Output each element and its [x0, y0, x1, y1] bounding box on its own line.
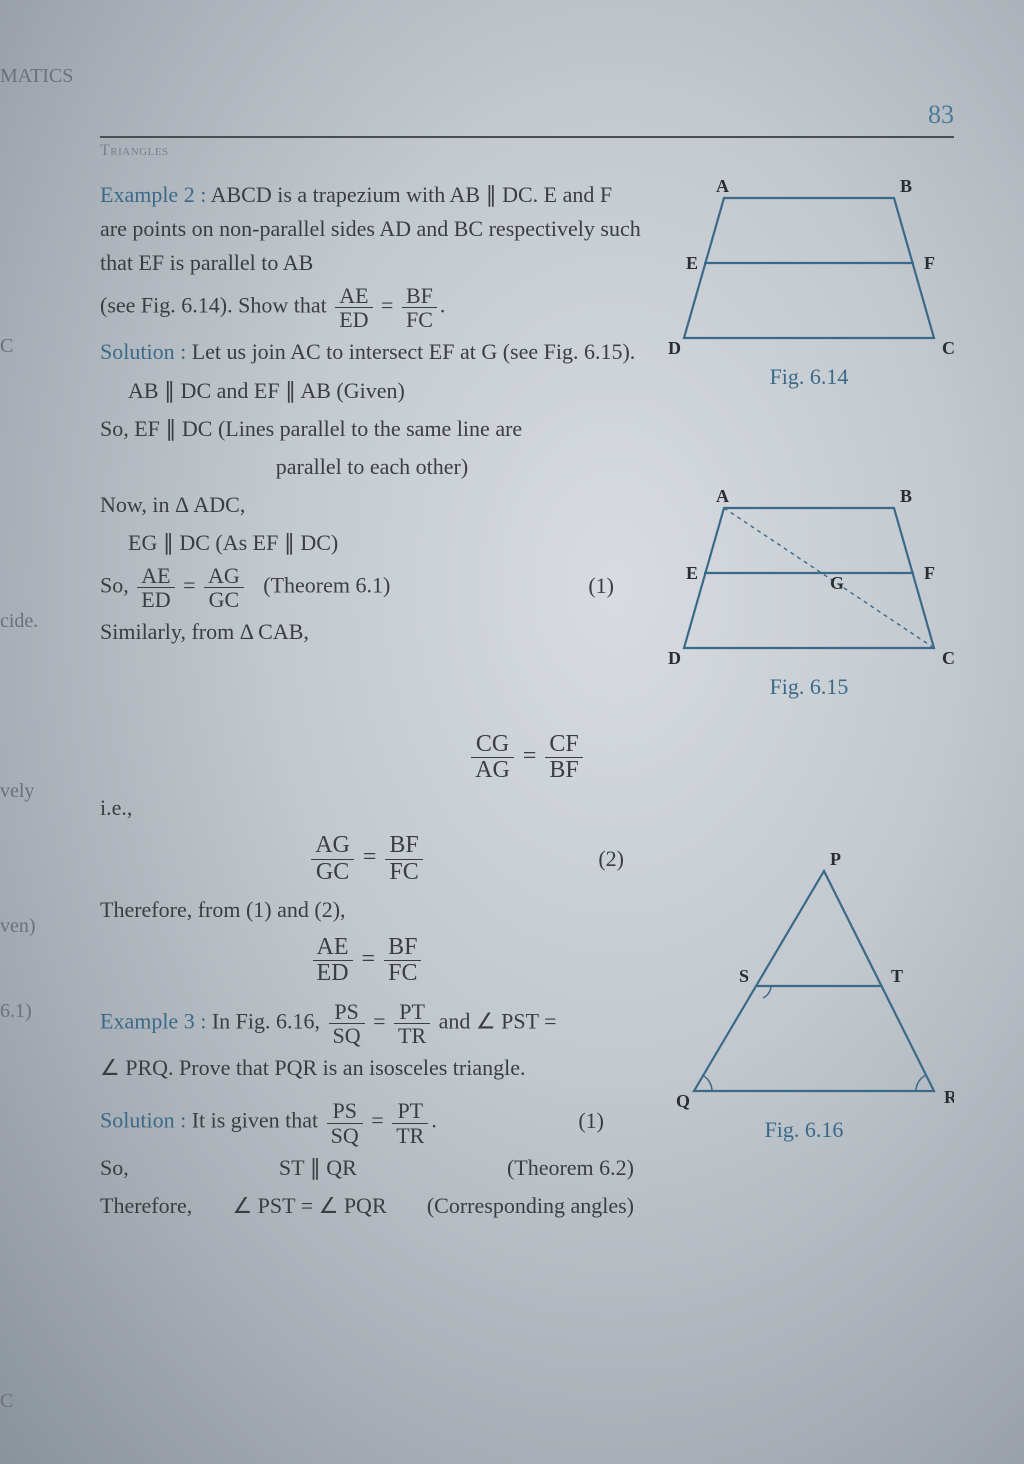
margin-text: cide. — [0, 610, 38, 633]
solution2-eq2: AGGC = BFFC (2) — [100, 833, 634, 884]
eq-tag: (1) — [588, 569, 644, 603]
example3-statement: Example 3 : In Fig. 6.16, PSSQ = PTTR an… — [100, 1000, 634, 1047]
svg-text:R: R — [944, 1087, 954, 1107]
svg-text:B: B — [900, 488, 912, 506]
eq-tag: (2) — [598, 842, 624, 876]
example2-show: (see Fig. 6.14). Show that AEED = BFFC. — [100, 284, 644, 331]
svg-text:A: A — [716, 488, 729, 506]
margin-text: C — [0, 1390, 13, 1413]
svg-text:D: D — [668, 648, 681, 668]
fig-caption: Fig. 6.15 — [664, 674, 954, 700]
svg-text:E: E — [686, 563, 698, 583]
margin-text: 6.1) — [0, 1000, 32, 1023]
figure-6-14: A B C D E F Fig. 6.14 — [664, 178, 954, 390]
solution2-line4: Now, in Δ ADC, — [100, 488, 644, 522]
solution2-line2: AB ∥ DC and EF ∥ AB (Given) — [100, 374, 644, 408]
chapter-label: Triangles — [100, 142, 954, 160]
svg-text:F: F — [924, 253, 935, 273]
example-label: Example 2 : — [100, 182, 206, 207]
header-rule — [100, 136, 954, 138]
fig-caption: Fig. 6.14 — [664, 364, 954, 390]
margin-text: vely — [0, 780, 34, 803]
solution2-line3a: So, EF ∥ DC (Lines parallel to the same … — [100, 412, 644, 446]
page-number: 83 — [100, 100, 954, 130]
example3-statement-2: ∠ PRQ. Prove that PQR is an isosceles tr… — [100, 1051, 634, 1085]
solution2-line3b: parallel to each other) — [100, 450, 644, 484]
svg-text:S: S — [739, 966, 749, 986]
example2-block: Example 2 : ABCD is a trapezium with AB … — [100, 178, 954, 488]
svg-text:T: T — [891, 966, 903, 986]
solution3-line1: Solution : It is given that PSSQ = PTTR.… — [100, 1099, 634, 1146]
eq-tag: (1) — [578, 1104, 634, 1138]
solution2-line7: Similarly, from Δ CAB, — [100, 615, 644, 649]
figure-6-15: A B C D E F G Fig. 6.15 — [664, 488, 954, 700]
svg-text:C: C — [942, 648, 954, 668]
svg-text:P: P — [830, 851, 841, 869]
svg-text:F: F — [924, 563, 935, 583]
svg-text:G: G — [830, 573, 844, 593]
fig-caption: Fig. 6.16 — [654, 1117, 954, 1143]
solution2-line8: i.e., — [100, 791, 634, 825]
page-body: 83 Triangles Example 2 : ABCD is a trape… — [60, 60, 984, 1444]
example-label: Example 3 : — [100, 1009, 206, 1034]
solution-label: Solution : — [100, 339, 186, 364]
solution2-eq1: CGAG = CFBF — [100, 732, 954, 783]
solution-label: Solution : — [100, 1108, 186, 1133]
solution2-line6: So, AEED = AGGC (Theorem 6.1) (1) — [100, 564, 644, 611]
margin-text: C — [0, 335, 13, 358]
svg-text:C: C — [942, 338, 954, 358]
svg-text:A: A — [716, 178, 729, 196]
left-margin-fragments: MATICS C cide. vely ven) 6.1) C — [0, 0, 58, 1464]
solution2-line1: Solution : Let us join AC to intersect E… — [100, 335, 644, 369]
svg-text:Q: Q — [676, 1091, 690, 1111]
svg-text:E: E — [686, 253, 698, 273]
solution2-eq3: AEED = BFFC — [100, 935, 634, 986]
solution2-line5: EG ∥ DC (As EF ∥ DC) — [100, 526, 644, 560]
figure-6-16: P Q R S T Fig. 6.16 — [654, 851, 954, 1143]
solution3-line2: So, ST ∥ QR (Theorem 6.2) — [100, 1151, 634, 1185]
example3-block: i.e., AGGC = BFFC (2) Therefore, from (1… — [100, 791, 954, 1227]
solution2-continued: Now, in Δ ADC, EG ∥ DC (As EF ∥ DC) So, … — [100, 488, 954, 724]
solution3-line3: Therefore, ∠ PST = ∠ PQR (Corresponding … — [100, 1189, 634, 1223]
svg-text:B: B — [900, 178, 912, 196]
margin-text: ven) — [0, 915, 36, 938]
solution2-line9: Therefore, from (1) and (2), — [100, 893, 634, 927]
example2-statement: Example 2 : ABCD is a trapezium with AB … — [100, 178, 644, 280]
svg-text:D: D — [668, 338, 681, 358]
